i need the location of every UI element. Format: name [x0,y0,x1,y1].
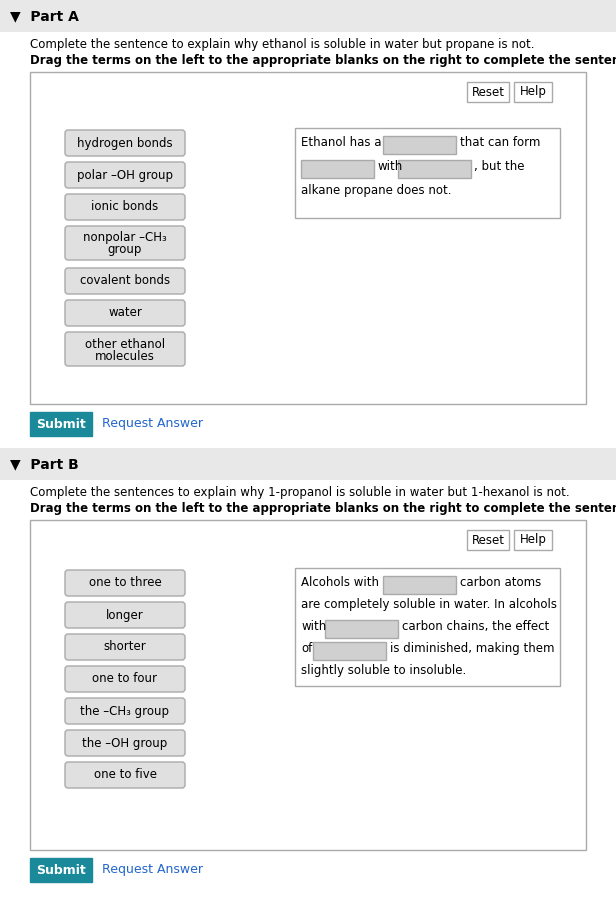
Text: one to four: one to four [92,672,158,686]
Text: Submit: Submit [36,417,86,431]
Text: Complete the sentences to explain why 1-propanol is soluble in water but 1-hexan: Complete the sentences to explain why 1-… [30,486,570,499]
FancyBboxPatch shape [65,268,185,294]
Bar [313,642,386,660]
Text: covalent bonds: covalent bonds [80,275,170,287]
Text: Submit: Submit [36,863,86,877]
Text: one to five: one to five [94,769,156,781]
Bar [514,82,552,102]
Bar [467,82,509,102]
Text: Reset: Reset [471,86,505,98]
Text: with: with [377,160,402,173]
FancyBboxPatch shape [65,300,185,326]
Text: nonpolar –CH₃: nonpolar –CH₃ [83,232,167,244]
Text: hydrogen bonds: hydrogen bonds [77,136,173,150]
Bar [325,620,398,638]
Bar [295,568,560,686]
Bar [383,576,456,594]
Bar [295,128,560,218]
Text: ▼  Part B: ▼ Part B [10,457,79,471]
Text: Request Answer: Request Answer [102,863,203,877]
Text: shorter: shorter [103,641,147,653]
Text: Alcohols with: Alcohols with [301,576,379,589]
Text: is diminished, making them: is diminished, making them [390,642,554,655]
Text: Help: Help [519,86,546,98]
Bar [30,858,92,882]
FancyBboxPatch shape [65,570,185,596]
Bar [398,160,471,178]
Text: of: of [301,642,312,655]
Text: alkane propane does not.: alkane propane does not. [301,184,452,197]
Text: other ethanol: other ethanol [85,338,165,350]
Text: ionic bonds: ionic bonds [91,201,159,214]
Text: carbon chains, the effect: carbon chains, the effect [402,620,549,633]
Text: longer: longer [106,608,144,622]
FancyBboxPatch shape [65,698,185,724]
Bar [514,530,552,550]
FancyBboxPatch shape [65,634,185,660]
Text: water: water [108,306,142,320]
Bar [30,520,586,850]
Text: polar –OH group: polar –OH group [77,168,173,181]
Text: are completely soluble in water. In alcohols: are completely soluble in water. In alco… [301,598,557,611]
Text: carbon atoms: carbon atoms [460,576,541,589]
FancyBboxPatch shape [65,666,185,692]
Text: Drag the terms on the left to the appropriate blanks on the right to complete th: Drag the terms on the left to the approp… [30,502,616,515]
Bar [467,530,509,550]
Text: the –OH group: the –OH group [83,736,168,750]
Bar [301,160,374,178]
Text: group: group [108,243,142,257]
Text: with: with [301,620,326,633]
Text: that can form: that can form [460,136,540,149]
Text: the –CH₃ group: the –CH₃ group [81,705,169,717]
Bar [30,72,586,404]
Text: Help: Help [519,533,546,547]
FancyBboxPatch shape [65,194,185,220]
Text: Request Answer: Request Answer [102,417,203,431]
Text: molecules: molecules [95,350,155,362]
Bar [383,136,456,154]
Text: ▼  Part A: ▼ Part A [10,9,79,23]
FancyBboxPatch shape [65,332,185,366]
FancyBboxPatch shape [65,162,185,188]
Text: one to three: one to three [89,577,161,589]
FancyBboxPatch shape [65,730,185,756]
FancyBboxPatch shape [65,762,185,788]
FancyBboxPatch shape [65,602,185,628]
Text: slightly soluble to insoluble.: slightly soluble to insoluble. [301,664,466,677]
Text: Complete the sentence to explain why ethanol is soluble in water but propane is : Complete the sentence to explain why eth… [30,38,535,51]
Bar [30,412,92,436]
Text: Ethanol has a: Ethanol has a [301,136,381,149]
Text: , but the: , but the [474,160,524,173]
Bar [0,0,616,32]
Text: Reset: Reset [471,533,505,547]
Text: Drag the terms on the left to the appropriate blanks on the right to complete th: Drag the terms on the left to the approp… [30,54,616,67]
Bar [0,448,616,480]
FancyBboxPatch shape [65,130,185,156]
FancyBboxPatch shape [65,226,185,260]
